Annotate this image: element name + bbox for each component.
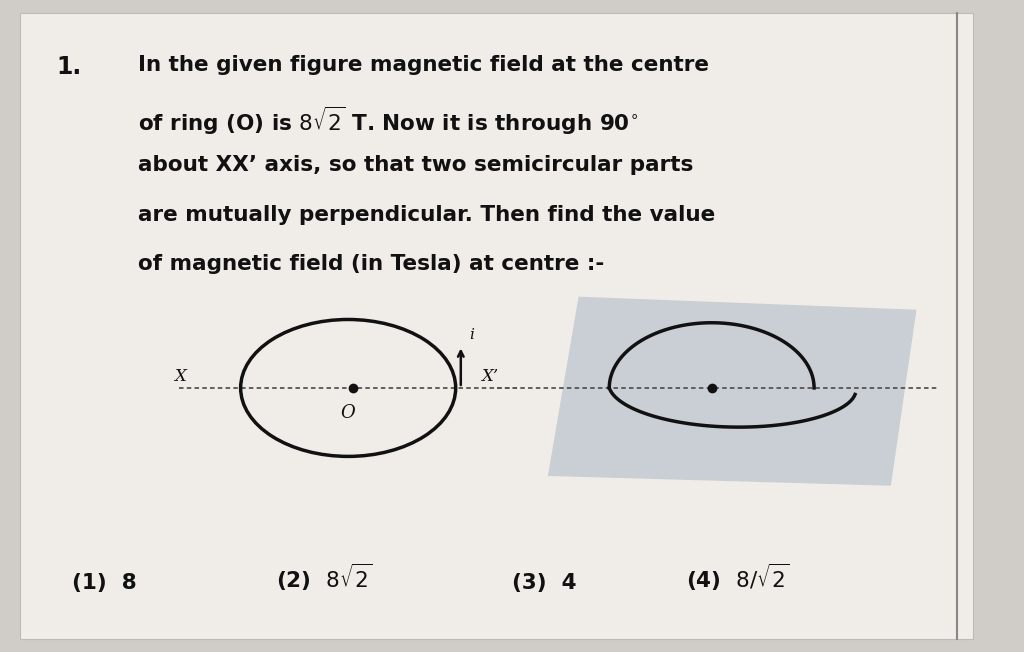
Text: i: i (469, 329, 474, 342)
Text: In the given figure magnetic field at the centre: In the given figure magnetic field at th… (138, 55, 710, 76)
Text: (4)  $8/\sqrt{2}$: (4) $8/\sqrt{2}$ (686, 562, 790, 593)
Text: X: X (174, 368, 186, 385)
Text: 1.: 1. (56, 55, 82, 80)
Text: (2)  $8\sqrt{2}$: (2) $8\sqrt{2}$ (276, 562, 373, 593)
Text: are mutually perpendicular. Then find the value: are mutually perpendicular. Then find th… (138, 205, 716, 226)
Text: of ring (O) is $8\sqrt{2}$ T. Now it is through 90$^{\circ}$: of ring (O) is $8\sqrt{2}$ T. Now it is … (138, 104, 638, 137)
Polygon shape (548, 297, 916, 486)
Text: (1)  8: (1) 8 (72, 573, 136, 593)
Text: X’: X’ (481, 368, 499, 385)
Text: O: O (341, 404, 355, 422)
Text: of magnetic field (in Tesla) at centre :-: of magnetic field (in Tesla) at centre :… (138, 254, 604, 274)
Text: about XX’ axis, so that two semicircular parts: about XX’ axis, so that two semicircular… (138, 155, 693, 175)
Text: (3)  4: (3) 4 (512, 573, 577, 593)
